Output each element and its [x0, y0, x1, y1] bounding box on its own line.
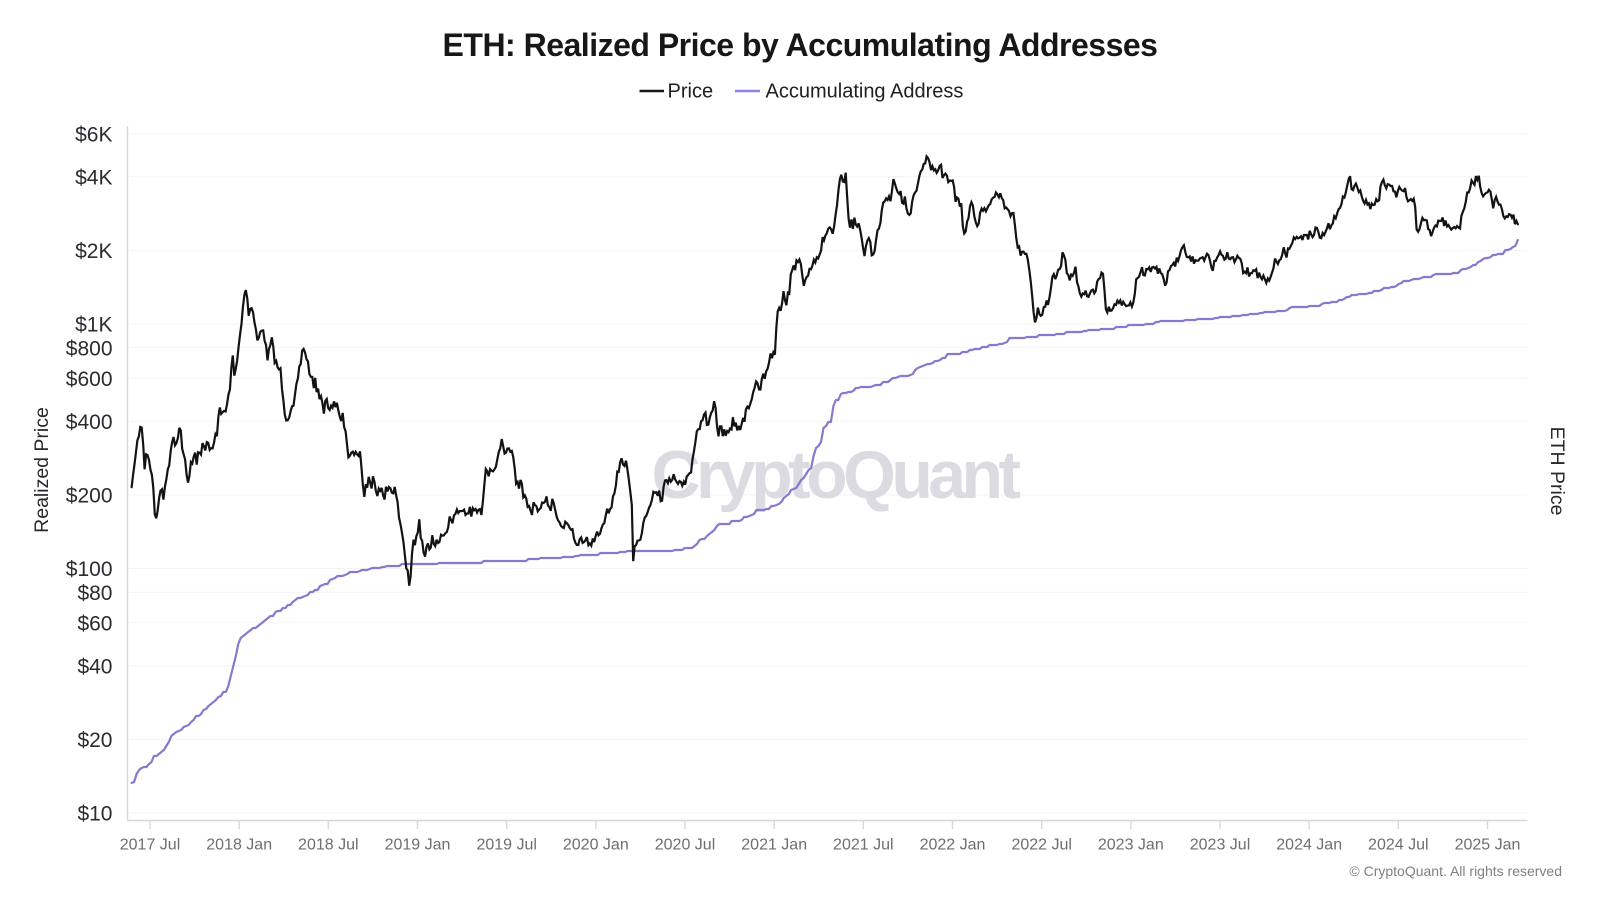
svg-text:2024 Jul: 2024 Jul [1368, 837, 1429, 854]
svg-text:$600: $600 [66, 368, 113, 391]
svg-text:$20: $20 [77, 729, 112, 752]
svg-text:$4K: $4K [75, 166, 112, 189]
svg-text:$1K: $1K [75, 314, 112, 337]
svg-text:Realized Price: Realized Price [31, 407, 53, 533]
svg-text:2020 Jan: 2020 Jan [563, 837, 629, 854]
svg-text:$80: $80 [77, 582, 112, 605]
svg-text:$6K: $6K [75, 123, 112, 146]
svg-text:© CryptoQuant. All rights rese: © CryptoQuant. All rights reserved [1349, 863, 1562, 879]
svg-text:2018 Jul: 2018 Jul [298, 837, 359, 854]
svg-text:Price: Price [668, 81, 714, 103]
svg-text:Accumulating Address: Accumulating Address [766, 81, 964, 103]
svg-text:2021 Jan: 2021 Jan [741, 837, 807, 854]
svg-text:2018 Jan: 2018 Jan [206, 837, 272, 854]
svg-text:2022 Jan: 2022 Jan [920, 837, 986, 854]
svg-text:ETH: Realized Price by Accumul: ETH: Realized Price by Accumulating Addr… [443, 27, 1158, 63]
svg-text:$2K: $2K [75, 240, 112, 263]
svg-text:2023 Jul: 2023 Jul [1190, 837, 1251, 854]
svg-text:$800: $800 [66, 337, 113, 360]
svg-text:$200: $200 [66, 485, 113, 508]
svg-text:2023 Jan: 2023 Jan [1098, 837, 1164, 854]
svg-text:$400: $400 [66, 411, 113, 434]
svg-text:2019 Jan: 2019 Jan [385, 837, 451, 854]
svg-text:$40: $40 [77, 655, 112, 678]
svg-text:2020 Jul: 2020 Jul [655, 837, 716, 854]
svg-text:2025 Jan: 2025 Jan [1455, 837, 1521, 854]
svg-text:CryptoQuant: CryptoQuant [652, 437, 1021, 513]
svg-text:2017 Jul: 2017 Jul [120, 837, 181, 854]
svg-text:2024 Jan: 2024 Jan [1276, 837, 1342, 854]
svg-text:$60: $60 [77, 612, 112, 635]
svg-text:2021 Jul: 2021 Jul [833, 837, 894, 854]
svg-text:2022 Jul: 2022 Jul [1011, 837, 1072, 854]
svg-text:$100: $100 [66, 558, 113, 581]
svg-text:ETH Price: ETH Price [1546, 427, 1568, 516]
svg-text:$10: $10 [77, 803, 112, 826]
svg-text:2019 Jul: 2019 Jul [476, 837, 537, 854]
